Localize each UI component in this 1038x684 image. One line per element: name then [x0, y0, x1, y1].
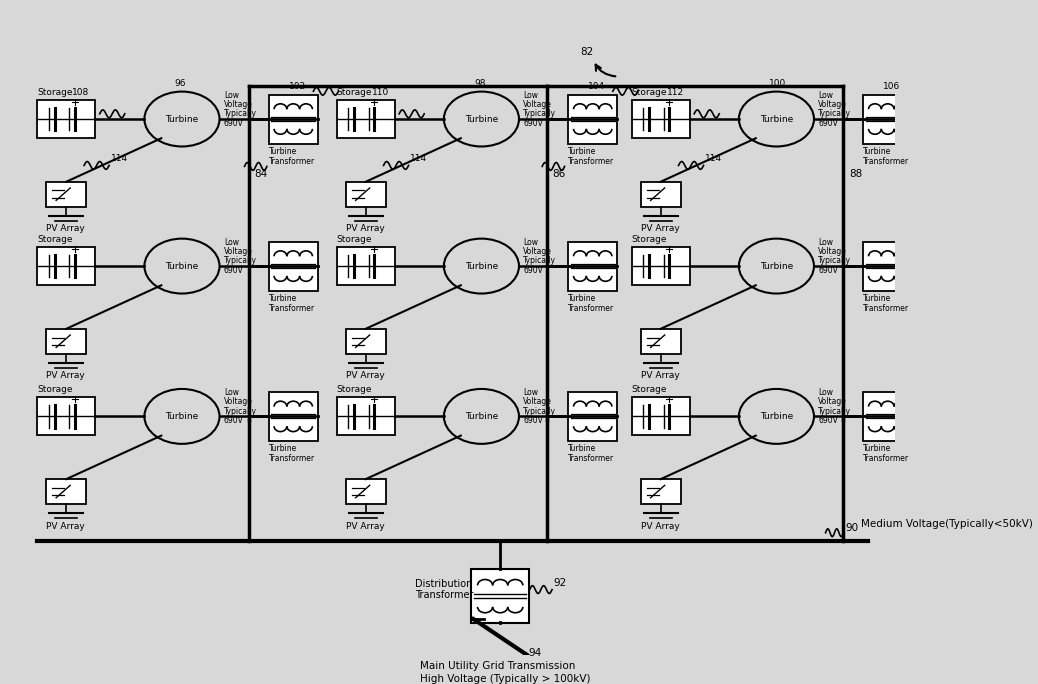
Text: Low
Voltage
Typically
690V: Low Voltage Typically 690V — [818, 91, 851, 128]
Text: Turbine
Transformer: Turbine Transformer — [269, 147, 315, 166]
Bar — [864, 392, 912, 441]
Text: 96: 96 — [174, 79, 186, 88]
Text: Low
Voltage
Typically
690V: Low Voltage Typically 690V — [523, 238, 556, 275]
Text: PV Array: PV Array — [346, 522, 384, 531]
Bar — [640, 329, 681, 354]
Text: 98: 98 — [474, 79, 486, 88]
Text: PV Array: PV Array — [640, 371, 679, 380]
Text: Turbine
Transformer: Turbine Transformer — [864, 147, 909, 166]
Bar — [640, 182, 681, 207]
Text: 102: 102 — [289, 82, 306, 91]
Text: Turbine: Turbine — [465, 261, 498, 271]
Bar — [336, 397, 394, 435]
Bar — [336, 247, 394, 285]
Bar — [471, 569, 529, 623]
Text: 106: 106 — [883, 82, 901, 91]
Text: Low
Voltage
Typically
690V: Low Voltage Typically 690V — [224, 238, 257, 275]
Text: 114: 114 — [706, 155, 722, 163]
Bar — [631, 397, 689, 435]
Text: Turbine
Transformer: Turbine Transformer — [864, 294, 909, 313]
Text: 82: 82 — [580, 47, 593, 57]
Text: Turbine: Turbine — [165, 114, 198, 124]
Text: Distribution
Transformer: Distribution Transformer — [415, 579, 473, 601]
Text: 84: 84 — [254, 170, 268, 179]
Text: Medium Voltage(Typically<50kV): Medium Voltage(Typically<50kV) — [862, 518, 1033, 529]
Bar — [346, 479, 386, 504]
Text: 114: 114 — [111, 155, 128, 163]
Text: Turbine
Transformer: Turbine Transformer — [269, 444, 315, 463]
Text: 94: 94 — [528, 648, 542, 659]
Bar — [269, 241, 318, 291]
Text: PV Array: PV Array — [640, 522, 679, 531]
Text: Turbine: Turbine — [760, 412, 793, 421]
Bar — [46, 479, 86, 504]
Bar — [269, 392, 318, 441]
Text: PV Array: PV Array — [46, 224, 85, 233]
Bar — [631, 247, 689, 285]
Text: Storage: Storage — [336, 88, 372, 97]
Text: Turbine: Turbine — [465, 412, 498, 421]
Text: Turbine: Turbine — [465, 114, 498, 124]
Bar — [336, 100, 394, 138]
Text: 92: 92 — [554, 578, 567, 588]
Text: Turbine
Transformer: Turbine Transformer — [864, 444, 909, 463]
Bar — [37, 100, 95, 138]
Text: 86: 86 — [552, 170, 566, 179]
Bar — [640, 479, 681, 504]
Text: Low
Voltage
Typically
690V: Low Voltage Typically 690V — [523, 91, 556, 128]
Bar — [568, 94, 618, 144]
Bar — [37, 247, 95, 285]
Text: 88: 88 — [849, 170, 863, 179]
Text: Turbine: Turbine — [165, 412, 198, 421]
Text: 90: 90 — [845, 523, 858, 533]
Bar — [346, 329, 386, 354]
Text: 110: 110 — [372, 88, 388, 97]
Bar — [346, 182, 386, 207]
Text: Storage: Storage — [336, 385, 372, 394]
Text: Low
Voltage
Typically
690V: Low Voltage Typically 690V — [818, 238, 851, 275]
Text: 112: 112 — [666, 88, 684, 97]
Bar — [269, 94, 318, 144]
Text: Storage: Storage — [336, 235, 372, 244]
Text: Low
Voltage
Typically
690V: Low Voltage Typically 690V — [224, 91, 257, 128]
Text: Turbine
Transformer: Turbine Transformer — [568, 147, 614, 166]
Bar — [37, 397, 95, 435]
Bar — [568, 241, 618, 291]
Text: Storage: Storage — [37, 88, 73, 97]
Bar — [864, 241, 912, 291]
Bar — [568, 392, 618, 441]
Text: Storage: Storage — [631, 88, 667, 97]
Text: Low
Voltage
Typically
690V: Low Voltage Typically 690V — [224, 388, 257, 425]
Text: 108: 108 — [72, 88, 89, 97]
Text: 104: 104 — [589, 82, 605, 91]
Text: Storage: Storage — [631, 385, 667, 394]
Text: Storage: Storage — [37, 235, 73, 244]
Text: Storage: Storage — [37, 385, 73, 394]
Text: Low
Voltage
Typically
690V: Low Voltage Typically 690V — [523, 388, 556, 425]
Text: Turbine
Transformer: Turbine Transformer — [269, 294, 315, 313]
Text: Turbine: Turbine — [760, 114, 793, 124]
Text: PV Array: PV Array — [46, 522, 85, 531]
Text: Turbine
Transformer: Turbine Transformer — [568, 444, 614, 463]
Text: 114: 114 — [410, 155, 428, 163]
Bar — [46, 329, 86, 354]
Text: PV Array: PV Array — [346, 371, 384, 380]
Text: Storage: Storage — [631, 235, 667, 244]
Text: PV Array: PV Array — [346, 224, 384, 233]
Text: Turbine: Turbine — [760, 261, 793, 271]
Text: PV Array: PV Array — [640, 224, 679, 233]
Bar — [46, 182, 86, 207]
Bar — [864, 94, 912, 144]
Text: 100: 100 — [769, 79, 787, 88]
Text: Main Utility Grid Transmission
High Voltage (Typically > 100kV): Main Utility Grid Transmission High Volt… — [419, 661, 591, 684]
Text: Turbine
Transformer: Turbine Transformer — [568, 294, 614, 313]
Text: Low
Voltage
Typically
690V: Low Voltage Typically 690V — [818, 388, 851, 425]
Bar — [631, 100, 689, 138]
Text: Turbine: Turbine — [165, 261, 198, 271]
Text: PV Array: PV Array — [46, 371, 85, 380]
